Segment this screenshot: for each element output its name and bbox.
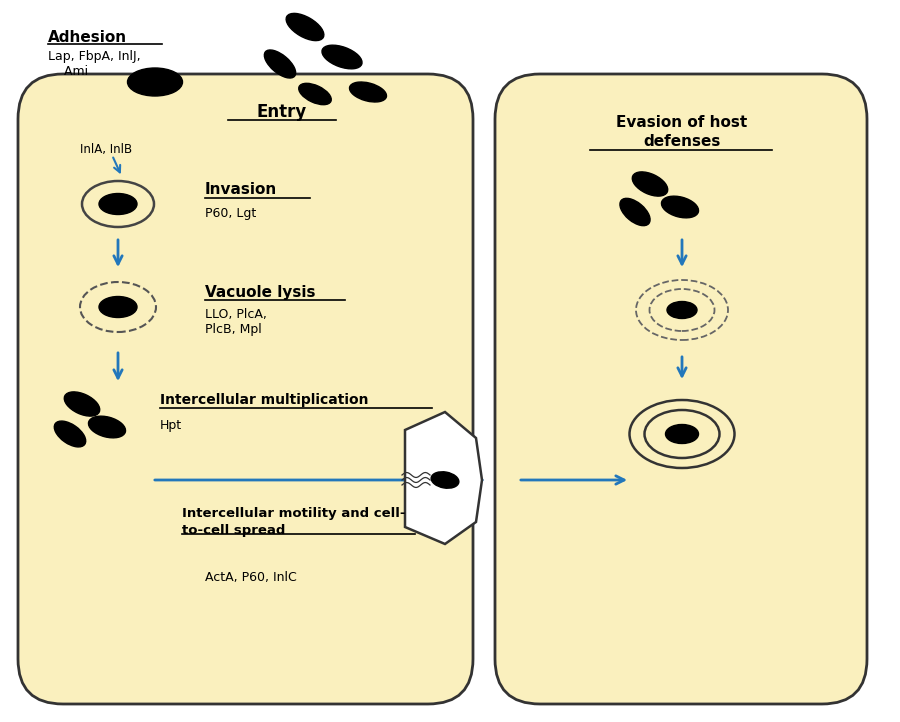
Ellipse shape (265, 50, 296, 78)
Ellipse shape (64, 392, 100, 416)
FancyBboxPatch shape (18, 74, 473, 704)
Ellipse shape (620, 199, 650, 226)
Text: InlA, InlB: InlA, InlB (80, 144, 132, 157)
FancyBboxPatch shape (495, 74, 867, 704)
Text: Evasion of host
defenses: Evasion of host defenses (616, 115, 748, 149)
Ellipse shape (633, 172, 668, 196)
Text: Vacuole lysis: Vacuole lysis (205, 284, 316, 300)
Text: Invasion: Invasion (205, 183, 277, 198)
Text: Entry: Entry (256, 103, 307, 121)
Text: Hpt: Hpt (160, 419, 182, 432)
Ellipse shape (665, 425, 698, 443)
Ellipse shape (99, 297, 137, 318)
Text: Adhesion: Adhesion (48, 30, 127, 45)
Ellipse shape (349, 82, 386, 102)
Text: Lap, FbpA, InlJ,
    Ami: Lap, FbpA, InlJ, Ami (48, 50, 140, 78)
Ellipse shape (667, 302, 697, 318)
Text: LLO, PlcA,
PlcB, Mpl: LLO, PlcA, PlcB, Mpl (205, 308, 267, 336)
Ellipse shape (99, 193, 137, 214)
Ellipse shape (662, 196, 698, 218)
Ellipse shape (431, 471, 459, 488)
Ellipse shape (322, 45, 362, 69)
Text: P60, Lgt: P60, Lgt (205, 207, 256, 220)
Text: Intercellular motility and cell-
to-cell spread: Intercellular motility and cell- to-cell… (182, 507, 406, 537)
Text: ActA, P60, InlC: ActA, P60, InlC (205, 570, 297, 583)
Ellipse shape (54, 421, 86, 447)
Polygon shape (405, 412, 482, 544)
Text: Intercellular multiplication: Intercellular multiplication (160, 393, 368, 407)
Ellipse shape (299, 83, 331, 105)
Ellipse shape (286, 14, 324, 40)
Ellipse shape (128, 68, 183, 96)
Ellipse shape (88, 416, 125, 438)
